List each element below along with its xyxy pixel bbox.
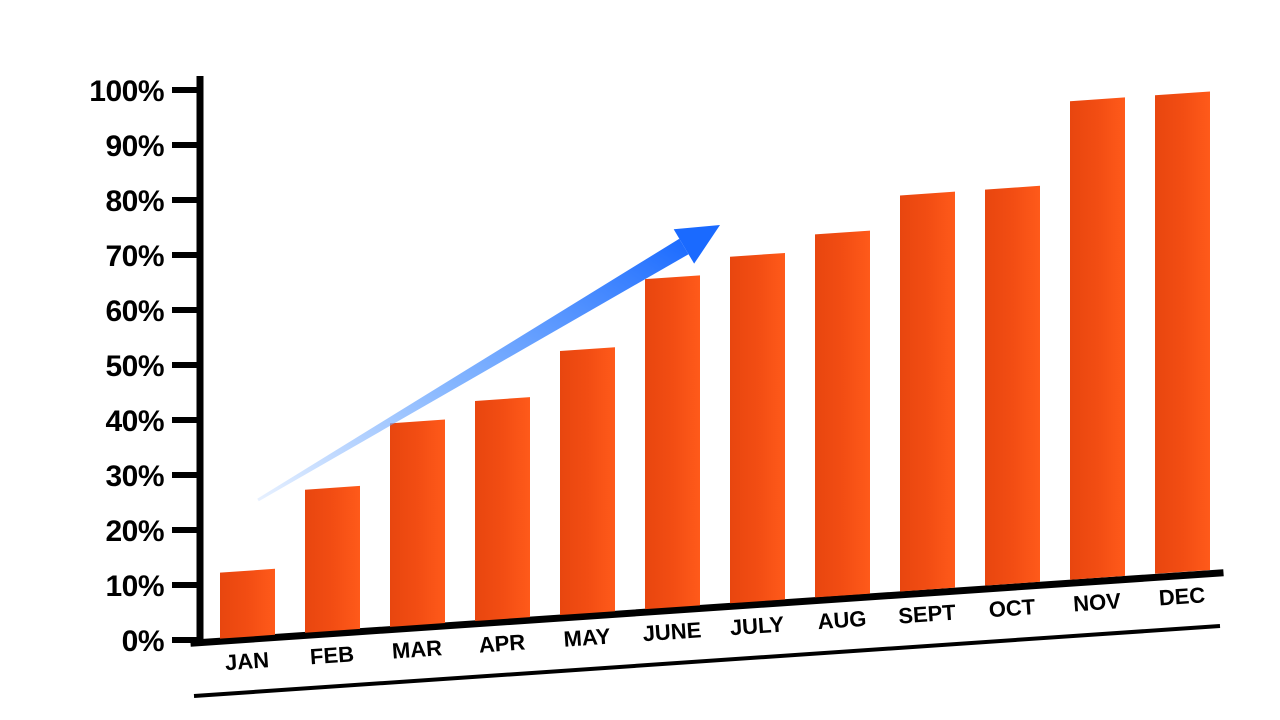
bar [390,420,445,627]
bar [815,231,870,598]
y-axis-label: 60% [105,295,164,328]
bar [220,569,275,639]
y-axis-label: 30% [105,460,164,493]
bar [475,397,530,621]
x-axis-label: SEPT [897,600,957,629]
x-axis-label: MAR [391,635,443,663]
y-axis-label: 90% [105,130,164,163]
bar [560,347,615,615]
y-axis-label: 70% [105,240,164,273]
y-axis-label: 100% [89,75,164,108]
y-axis-label: 10% [105,570,164,603]
y-axis-label: 20% [105,515,164,548]
x-axis-label: JAN [224,647,270,675]
bar [900,192,955,592]
x-axis-label: AUG [817,606,868,634]
trend-arrow-shaft [257,239,688,502]
x-axis-label: MAY [563,624,612,652]
bar [985,186,1040,586]
bar [1155,92,1210,574]
x-axis-label: JUNE [642,617,702,646]
bar-chart: 0% 10% 20% 30% 40% 50% 60% 70% 80% 90% 100% JAN FEB M… [0,0,1280,720]
y-axis-label: 0% [122,625,164,658]
x-axis-label: APR [478,629,526,657]
x-axis-label: JULY [729,612,785,641]
x-axis-label: FEB [309,641,355,669]
x-axis-label: NOV [1072,588,1122,616]
y-axis-label: 40% [105,405,164,438]
x-axis-label: OCT [988,594,1037,622]
bar [1070,97,1125,579]
x-axis-label: DEC [1158,582,1206,610]
y-axis-label: 50% [105,350,164,383]
chart-container: 0% 10% 20% 30% 40% 50% 60% 70% 80% 90% 100% JAN FEB M… [0,0,1280,720]
bar [730,253,785,603]
bar [305,486,360,633]
bar [645,275,700,609]
y-axis-label: 80% [105,185,164,218]
